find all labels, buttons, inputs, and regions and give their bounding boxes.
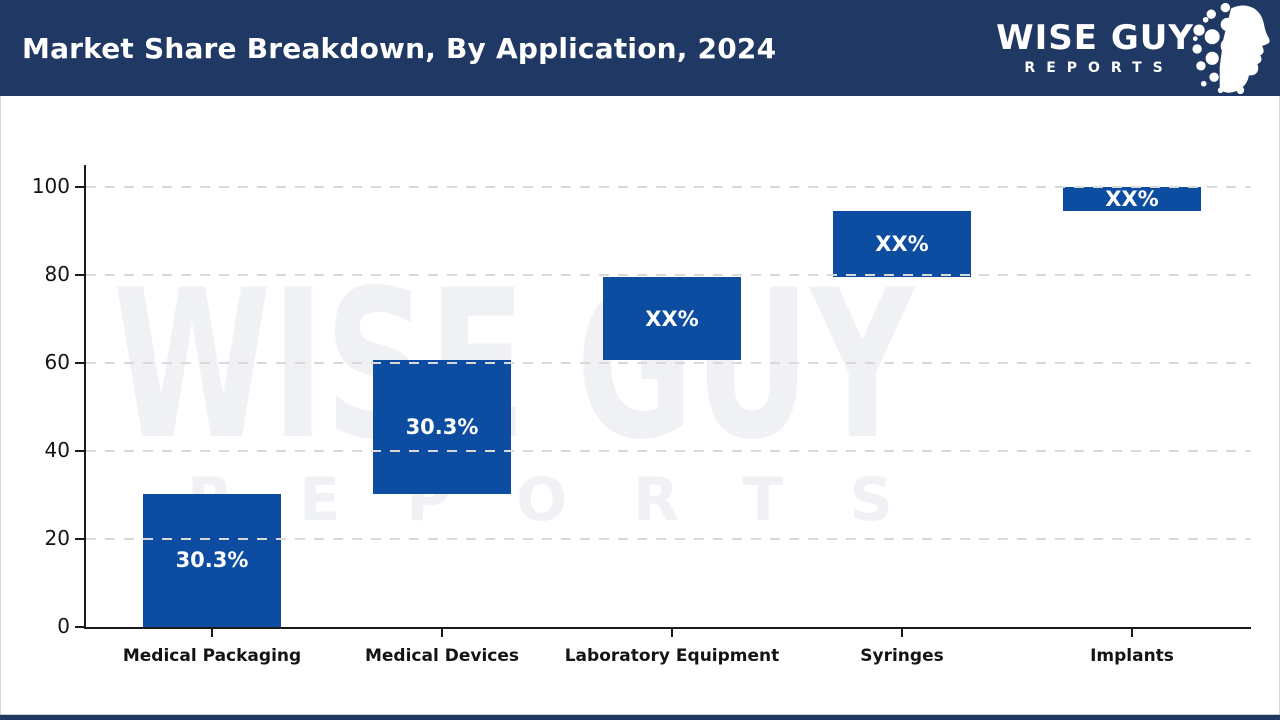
logo-wordmark: WISE GUY xyxy=(996,17,1194,58)
watermark-wordmark: WISE GUY xyxy=(113,247,915,485)
y-axis-spine xyxy=(84,165,86,629)
y-tick xyxy=(75,362,84,364)
y-tick-label: 100 xyxy=(31,174,70,198)
logo-text: WISE GUY REPORTS xyxy=(996,21,1194,76)
bar-segment xyxy=(833,210,971,278)
y-tick-label: 40 xyxy=(44,438,70,462)
logo-subtitle: REPORTS xyxy=(1024,59,1174,76)
x-category-label: Medical Devices xyxy=(364,646,519,666)
bar-value-label: XX% xyxy=(645,306,699,331)
x-category-label: Syringes xyxy=(860,646,944,666)
bar-segment xyxy=(373,360,511,494)
chart-canvas: WISE GUY REPORTS 0 20 40 60 80 100 30.3% Medica… xyxy=(0,96,1280,714)
watermark-subtitle: REPORTS xyxy=(187,465,959,535)
y-tick xyxy=(75,450,84,452)
bar-segment xyxy=(603,277,741,361)
y-tick-label: 80 xyxy=(44,262,70,286)
gridline xyxy=(86,538,1251,540)
x-tick xyxy=(671,629,673,637)
bar-segment xyxy=(143,493,281,627)
gridline xyxy=(86,450,1251,452)
y-tick xyxy=(75,538,84,540)
y-tick xyxy=(75,274,84,276)
bar-value-label: XX% xyxy=(875,231,929,256)
y-tick-label: 0 xyxy=(57,614,70,638)
x-category-label: Laboratory Equipment xyxy=(564,646,780,666)
y-tick xyxy=(75,626,84,628)
x-category-label: Implants xyxy=(1090,646,1174,666)
plot-area: 0 20 40 60 80 100 30.3% Medical Packaging 30.3% M… xyxy=(32,165,1251,666)
page-title: Market Share Breakdown, By Application, … xyxy=(22,31,777,65)
gridline xyxy=(86,274,1251,276)
y-tick-label: 60 xyxy=(44,350,70,374)
y-tick xyxy=(75,186,84,188)
gridline xyxy=(86,186,1251,188)
wise-guy-logo: WISE GUY REPORTS xyxy=(996,1,1274,95)
x-tick xyxy=(901,629,903,637)
bar-value-label: 30.3% xyxy=(405,415,479,440)
dotted-head-icon xyxy=(1192,2,1270,95)
x-tick xyxy=(1131,629,1133,637)
bar-value-label: 30.3% xyxy=(175,548,249,573)
bar-value-label: XX% xyxy=(1105,186,1159,211)
bar-segment xyxy=(1063,187,1201,211)
x-category-label: Medical Packaging xyxy=(122,646,302,666)
x-axis-spine xyxy=(84,627,1251,629)
x-tick xyxy=(441,629,443,637)
x-tick xyxy=(211,629,213,637)
header-bar: Market Share Breakdown, By Application, … xyxy=(0,0,1280,96)
footer-bar xyxy=(0,714,1280,720)
gridline xyxy=(86,362,1251,364)
y-tick-label: 20 xyxy=(44,526,70,550)
